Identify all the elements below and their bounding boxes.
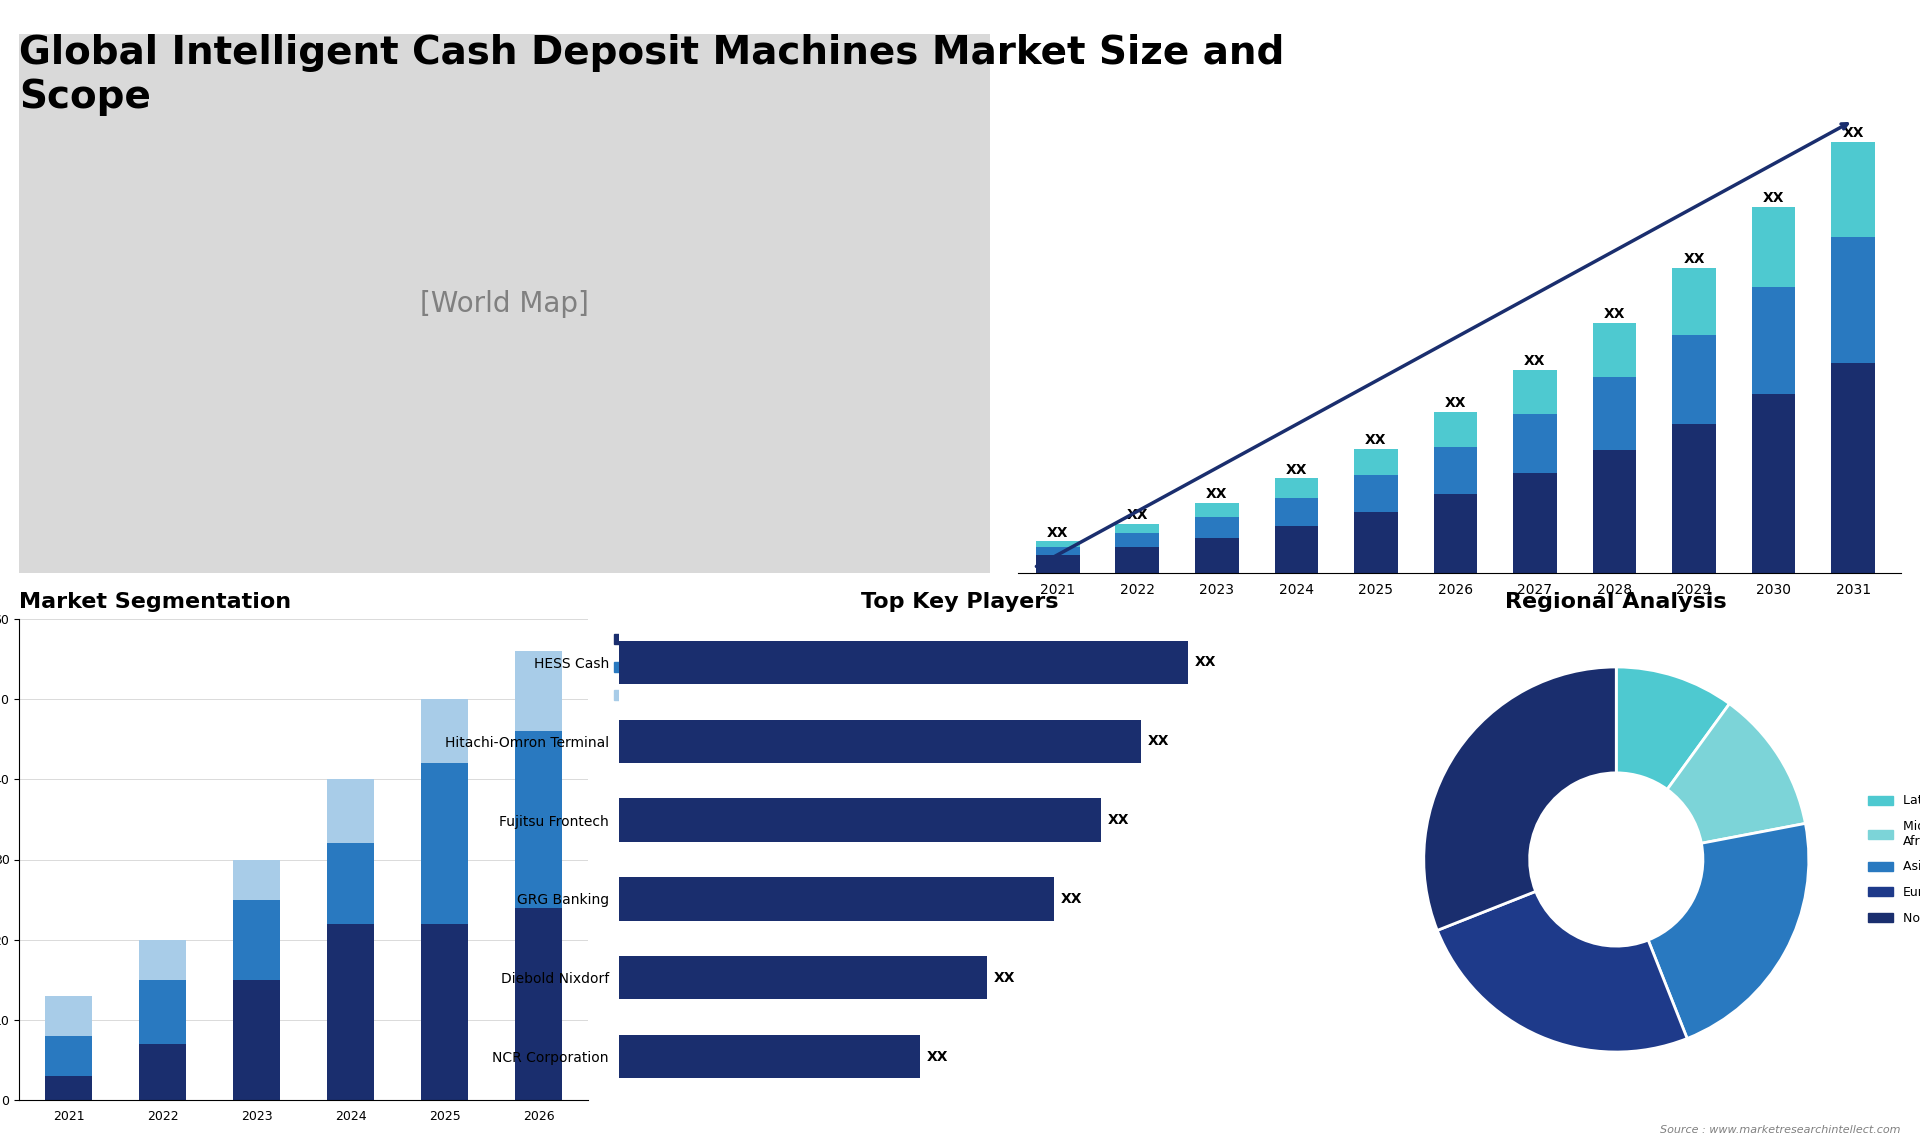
Title: Top Key Players: Top Key Players <box>862 591 1058 612</box>
Bar <box>1513 414 1557 473</box>
Bar <box>44 996 92 1036</box>
Bar <box>1116 533 1160 547</box>
Text: XX: XX <box>1148 735 1169 748</box>
Bar <box>1434 494 1476 573</box>
Bar <box>138 980 186 1044</box>
Bar <box>232 980 280 1100</box>
Bar <box>1832 142 1876 237</box>
Bar <box>44 1036 92 1076</box>
Text: XX: XX <box>1194 656 1215 669</box>
Wedge shape <box>1617 667 1730 790</box>
Bar <box>420 924 468 1100</box>
Bar <box>138 940 186 980</box>
Bar <box>326 843 374 924</box>
Bar <box>420 763 468 924</box>
Legend: Latin America, Middle East &
Africa, Asia Pacific, Europe, North America: Latin America, Middle East & Africa, Asi… <box>1862 790 1920 929</box>
Bar <box>1354 474 1398 512</box>
Title: Regional Analysis: Regional Analysis <box>1505 591 1728 612</box>
Text: XX: XX <box>1286 463 1308 477</box>
Bar <box>1116 524 1160 533</box>
Text: XX: XX <box>1127 508 1148 523</box>
Text: XX: XX <box>927 1050 948 1063</box>
Bar <box>1116 547 1160 573</box>
Bar <box>1751 207 1795 288</box>
Bar <box>1434 447 1476 494</box>
Bar <box>1672 335 1716 424</box>
Text: XX: XX <box>1206 487 1227 501</box>
Bar <box>618 641 1188 684</box>
Bar <box>1672 424 1716 573</box>
Text: XX: XX <box>1684 252 1705 267</box>
Bar <box>1275 526 1319 573</box>
Legend: Application, Product, Geography: Application, Product, Geography <box>607 626 737 709</box>
Bar <box>1275 478 1319 497</box>
Text: XX: XX <box>1763 191 1784 205</box>
Bar <box>1751 394 1795 573</box>
Title: Market Segmentation: Market Segmentation <box>19 591 292 612</box>
Bar <box>44 1076 92 1100</box>
Bar <box>420 699 468 763</box>
Text: [World Map]: [World Map] <box>420 290 589 317</box>
Bar <box>1513 473 1557 573</box>
Bar <box>1354 448 1398 474</box>
Wedge shape <box>1425 667 1617 931</box>
Wedge shape <box>1647 824 1809 1038</box>
Bar <box>618 799 1100 842</box>
Bar <box>1037 541 1079 547</box>
Bar <box>1592 450 1636 573</box>
Bar <box>1434 411 1476 447</box>
Bar <box>1037 547 1079 556</box>
Bar <box>1194 517 1238 537</box>
Text: XX: XX <box>993 971 1016 984</box>
Wedge shape <box>1667 704 1805 843</box>
Bar <box>515 908 563 1100</box>
Bar <box>1592 377 1636 450</box>
Text: XX: XX <box>1524 354 1546 368</box>
Bar <box>1354 512 1398 573</box>
Bar <box>515 651 563 731</box>
Bar <box>326 779 374 843</box>
Text: XX: XX <box>1603 307 1624 321</box>
Bar <box>1592 322 1636 377</box>
Wedge shape <box>1438 892 1688 1052</box>
Bar <box>1037 556 1079 573</box>
Bar <box>618 956 987 999</box>
Bar <box>326 924 374 1100</box>
Text: XX: XX <box>1046 526 1069 540</box>
Bar <box>618 1035 920 1078</box>
Bar <box>1513 370 1557 414</box>
Bar <box>1672 268 1716 335</box>
Text: XX: XX <box>1444 397 1467 410</box>
Bar <box>1275 497 1319 526</box>
Bar <box>1194 537 1238 573</box>
Bar <box>618 877 1054 920</box>
Text: XX: XX <box>1060 892 1081 906</box>
Text: Source : www.marketresearchintellect.com: Source : www.marketresearchintellect.com <box>1661 1124 1901 1135</box>
Bar <box>1194 503 1238 517</box>
Bar <box>1751 288 1795 394</box>
Bar <box>515 731 563 908</box>
Bar <box>1832 363 1876 573</box>
Bar <box>138 1044 186 1100</box>
Text: Global Intelligent Cash Deposit Machines Market Size and
Scope: Global Intelligent Cash Deposit Machines… <box>19 34 1284 117</box>
Text: XX: XX <box>1843 126 1864 140</box>
Text: XX: XX <box>1365 433 1386 447</box>
Bar <box>232 900 280 980</box>
Bar <box>1832 237 1876 363</box>
Bar <box>232 860 280 900</box>
Text: XX: XX <box>1108 813 1129 827</box>
Bar <box>618 720 1140 763</box>
